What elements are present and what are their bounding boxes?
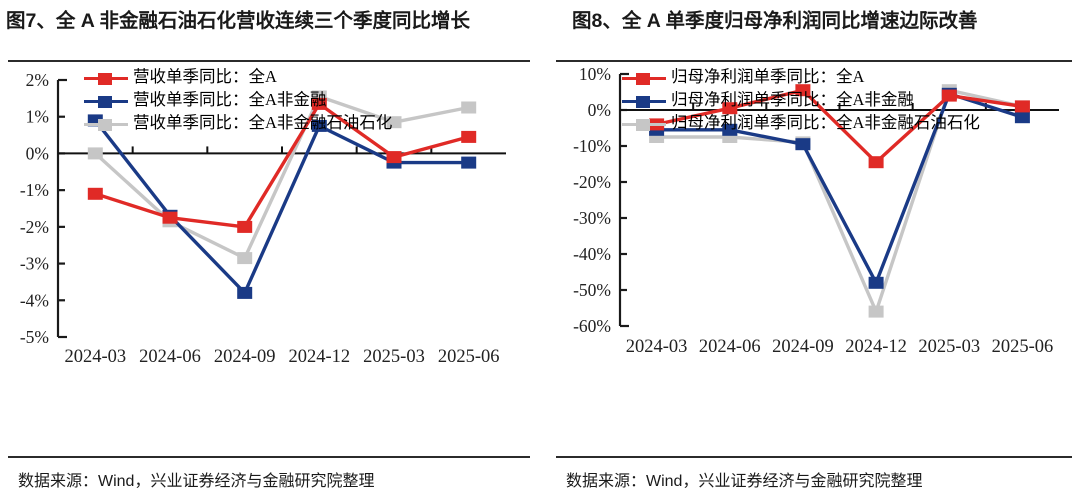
series-marker: [87, 147, 103, 160]
figure-7-plot: 2% 1% 0% -1% -2% -3% -4% -5% 2024-03 2024-06 2024-…: [20, 70, 506, 367]
series-marker: [461, 130, 477, 143]
figure-8-source-text: 数据来源：Wind，兴业证券经济与金融研究院整理: [566, 473, 923, 490]
x-axis-tick-label: 2025-06: [438, 347, 500, 367]
legend-item-label: 归母净利润单季同比：全A非金融石油石化: [671, 113, 980, 133]
y-axis-tick-label: 1%: [26, 107, 49, 127]
series-marker: [311, 97, 327, 110]
series-line: [94, 94, 470, 261]
series-marker: [237, 252, 253, 265]
figure-7-footer-rule: [8, 456, 530, 458]
series-line: [94, 101, 470, 229]
y-axis-tick-label: -10%: [573, 136, 611, 156]
legend-item: 归母净利润单季同比：全A: [622, 66, 980, 89]
figure-8-legend: 归母净利润单季同比：全A 归母净利润单季同比：全A非金融归母净利润单季同比：全A非…: [622, 66, 980, 135]
y-axis-tick-label: 0%: [588, 100, 611, 120]
legend-item-label: 归母净利润单季同比：全A非金融: [671, 90, 914, 110]
x-axis-tick-label: 2024-06: [699, 337, 761, 357]
figure-8-footer-rule: [556, 456, 1072, 458]
figure-7-top-rule: [8, 60, 530, 62]
x-axis-tick-label: 2025-03: [363, 347, 425, 367]
series-line: [656, 88, 1023, 165]
series-marker: [162, 211, 178, 224]
x-axis-tick-label: 2025-06: [992, 337, 1054, 357]
legend-swatch-icon: [84, 116, 128, 132]
series-marker: [386, 151, 402, 164]
x-axis-tick-label: 2024-09: [214, 347, 276, 367]
legend-item-label: 营收单季同比：全A非金融石油石化: [133, 113, 393, 133]
figure-7-footer: 数据来源：Wind，兴业证券经济与金融研究院整理: [6, 456, 532, 496]
x-axis-tick-label: 2024-03: [626, 337, 688, 357]
legend-item-label: 营收单季同比：全A: [133, 67, 277, 87]
y-axis-tick-label: -4%: [20, 290, 49, 310]
figure-7-source-text: 数据来源：Wind，兴业证券经济与金融研究院整理: [18, 473, 375, 490]
series-marker: [795, 84, 811, 97]
y-axis-tick-label: -2%: [20, 217, 49, 237]
legend-item: 营收单季同比：全A: [84, 66, 392, 89]
series-line: [93, 119, 469, 296]
series-marker: [941, 89, 957, 102]
legend-swatch-icon: [84, 70, 128, 86]
series-line: [656, 88, 1023, 317]
y-axis-tick-label: -3%: [20, 254, 49, 274]
figure-panel-7: 图7、全 A 非金融石油石化营收连续三个季度同比增长 2% 1% 0% -1% -2% -…: [6, 10, 532, 496]
series-marker: [868, 156, 884, 169]
legend-swatch-icon: [622, 70, 666, 86]
x-axis-tick-label: 2024-12: [845, 337, 907, 357]
series-marker: [461, 156, 477, 169]
legend-swatch-icon: [84, 93, 128, 109]
series-marker: [868, 305, 884, 318]
y-axis-tick-label: -5%: [20, 327, 49, 347]
figure-panel-8: 图8、全 A 单季度归母净利润同比增速边际改善 10% 0% -10% -20% -30…: [540, 0, 1080, 496]
x-axis-tick-label: 2024-03: [64, 347, 126, 367]
series-marker: [386, 116, 402, 129]
series-marker: [1014, 100, 1030, 113]
x-axis-tick-label: 2025-03: [918, 337, 980, 357]
x-axis-tick-label: 2024-06: [139, 347, 201, 367]
legend-item: 归母净利润单季同比：全A非金融: [622, 89, 980, 112]
legend-item: 归母净利润单季同比：全A非金融石油石化: [622, 112, 980, 135]
series-marker: [237, 220, 253, 233]
figure-8-chart: 10% 0% -10% -20% -30% -40% -50% -60% 2024-03 2024…: [554, 62, 1074, 456]
legend-swatch-icon: [622, 93, 666, 109]
y-axis-tick-label: -1%: [20, 180, 49, 200]
y-axis-tick-label: -50%: [573, 280, 611, 300]
legend-swatch-icon: [622, 116, 666, 132]
series-marker: [795, 138, 811, 151]
figure-7-legend: 营收单季同比：全A 营收单季同比：全A非金融营收单季同比：全A非金融石油石化: [84, 66, 392, 135]
figure-8-plot: 10% 0% -10% -20% -30% -40% -50% -60% 2024-03 2024…: [573, 64, 1059, 357]
figure-8-top-rule: [556, 60, 1072, 62]
y-axis-tick-label: -20%: [573, 172, 611, 192]
legend-item: 营收单季同比：全A非金融石油石化: [84, 112, 392, 135]
y-axis-tick-label: -30%: [573, 208, 611, 228]
series-marker: [722, 123, 738, 136]
series-marker: [868, 276, 884, 289]
legend-item-label: 归母净利润单季同比：全A: [671, 67, 865, 87]
panel-divider: [540, 0, 542, 496]
y-axis-tick-label: 10%: [579, 64, 611, 84]
series-marker: [237, 286, 253, 299]
series-marker: [87, 187, 103, 200]
series-marker: [1014, 111, 1030, 124]
figure-7-chart: 2% 1% 0% -1% -2% -3% -4% -5% 2024-03 2024-06 2024-…: [6, 62, 532, 456]
figure-7-title: 图7、全 A 非金融石油石化营收连续三个季度同比增长: [6, 10, 471, 32]
x-axis-tick-label: 2024-09: [772, 337, 834, 357]
x-axis-tick-label: 2024-12: [288, 347, 350, 367]
legend-item: 营收单季同比：全A非金融: [84, 89, 392, 112]
series-marker: [461, 101, 477, 114]
y-axis-tick-label: -60%: [573, 316, 611, 336]
legend-item-label: 营收单季同比：全A非金融: [133, 90, 327, 110]
y-axis-tick-label: -40%: [573, 244, 611, 264]
series-marker: [722, 102, 738, 115]
figure-8-title: 图8、全 A 单季度归母净利润同比增速边际改善: [572, 10, 978, 32]
series-marker: [311, 119, 327, 132]
figure-8-footer: 数据来源：Wind，兴业证券经济与金融研究院整理: [554, 456, 1074, 496]
y-axis-tick-label: 2%: [26, 70, 49, 90]
y-axis-tick-label: 0%: [26, 143, 49, 163]
